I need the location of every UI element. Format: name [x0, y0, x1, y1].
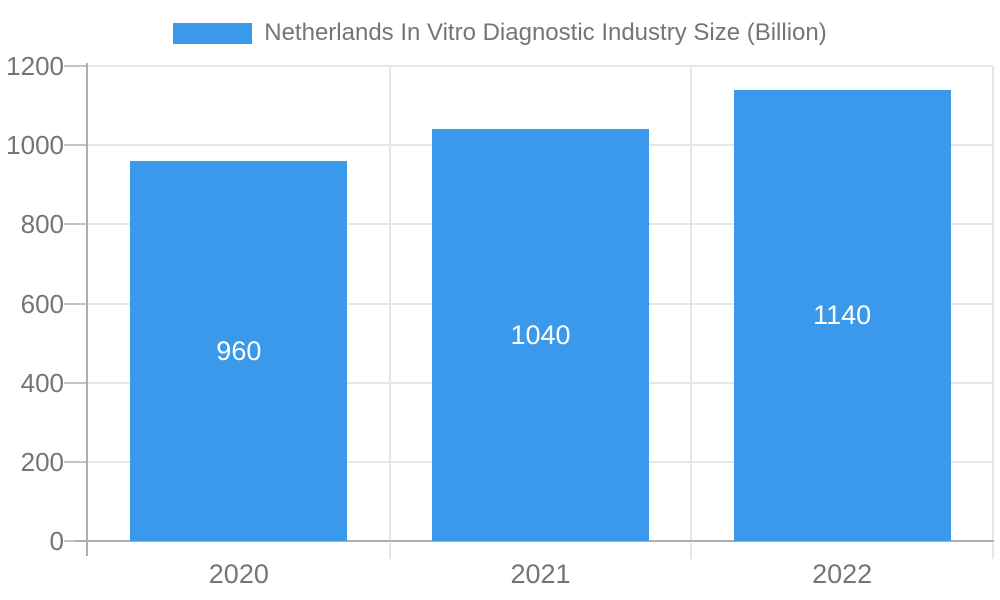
gridline-vertical-3: [992, 66, 994, 541]
x-axis-tick-2: [690, 543, 693, 559]
y-axis-tick-800: [64, 223, 87, 226]
y-tick-label-800: 800: [20, 209, 64, 240]
y-tick-label-600: 600: [20, 288, 64, 319]
gridline-vertical-2: [690, 66, 693, 541]
gridline-vertical-1: [388, 66, 391, 541]
bar-value-label-2022: 1140: [813, 300, 872, 331]
legend-series-label: Netherlands In Vitro Diagnostic Industry…: [264, 19, 827, 46]
y-axis-tick-600: [64, 302, 87, 305]
bar-2020[interactable]: [130, 161, 348, 541]
x-axis-tick-3: [992, 543, 994, 559]
x-tick-label-2022: 2022: [812, 559, 873, 589]
y-tick-label-400: 400: [20, 367, 64, 398]
bar-2021[interactable]: [432, 129, 649, 541]
gridline-horizontal-1200: [88, 65, 993, 67]
y-tick-label-200: 200: [20, 446, 64, 477]
x-axis-tick-1: [388, 543, 391, 559]
y-tick-label-1000: 1000: [6, 130, 64, 161]
bar-value-label-2021: 1040: [510, 320, 571, 351]
y-axis-tick-400: [64, 381, 87, 384]
bar-value-label-2020: 960: [216, 336, 262, 366]
x-tick-label-2020: 2020: [208, 559, 269, 589]
x-axis-line: [75, 540, 994, 542]
legend: Netherlands In Vitro Diagnostic Industry…: [0, 16, 1000, 50]
bar-2022[interactable]: [733, 89, 951, 541]
legend-swatch: [173, 22, 253, 44]
y-tick-label-0: 0: [49, 526, 64, 556]
y-axis-tick-1000: [64, 144, 87, 147]
y-axis-tick-1200: [64, 65, 87, 67]
x-tick-label-2021: 2021: [510, 559, 571, 589]
y-axis-line: [86, 63, 88, 556]
y-axis-tick-200: [64, 460, 87, 463]
y-tick-label-1200: 1200: [6, 51, 64, 81]
